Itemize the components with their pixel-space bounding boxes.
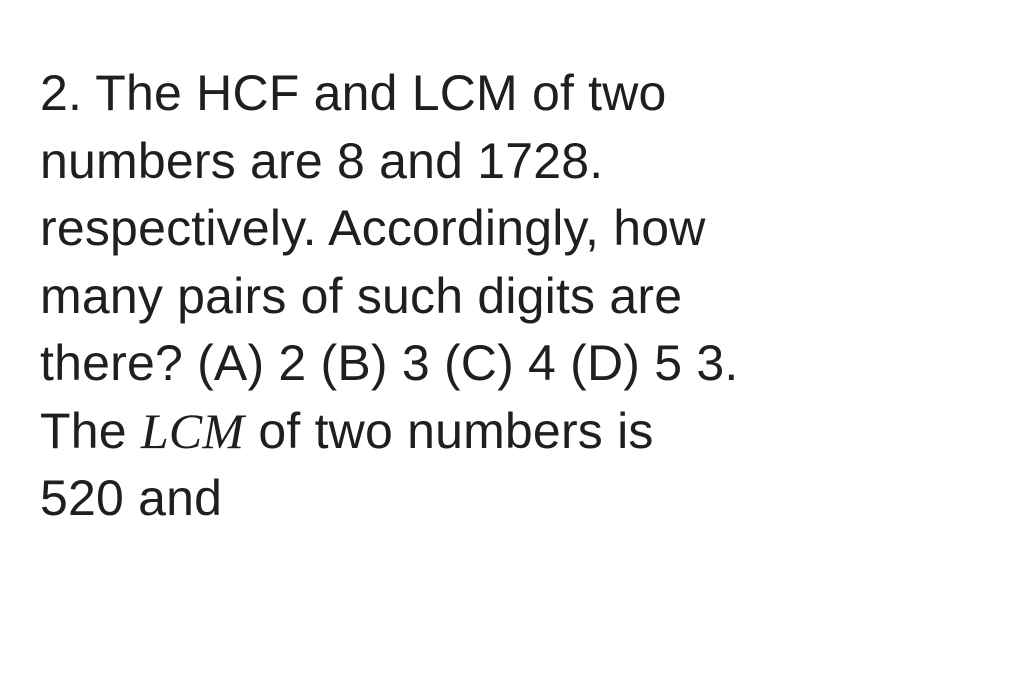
- question-line-6-post: of two numbers is: [244, 403, 653, 459]
- question-line-4: many pairs of such digits are: [40, 268, 682, 324]
- question-line-1: 2. The HCF and LCM of two: [40, 65, 667, 121]
- lcm-variable: LCM: [141, 403, 244, 459]
- question-line-2: numbers are 8 and 1728.: [40, 133, 603, 189]
- question-block: 2. The HCF and LCM of two numbers are 8 …: [40, 60, 984, 533]
- question-line-7: 520 and: [40, 470, 222, 526]
- question-line-5: there? (A) 2 (B) 3 (C) 4 (D) 5 3.: [40, 335, 738, 391]
- question-line-6-pre: The: [40, 403, 141, 459]
- question-line-3: respectively. Accordingly, how: [40, 200, 706, 256]
- document-page: 2. The HCF and LCM of two numbers are 8 …: [0, 0, 1024, 573]
